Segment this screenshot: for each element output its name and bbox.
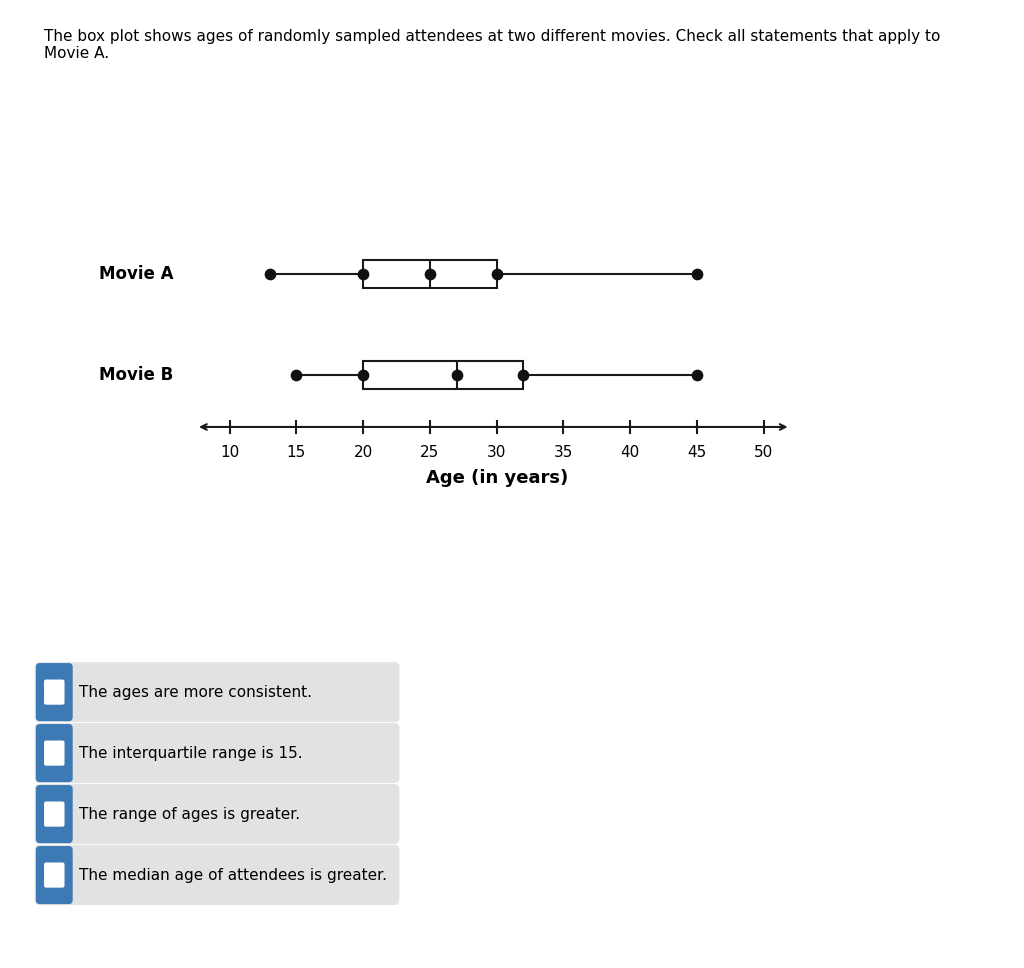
- Text: The median age of attendees is greater.: The median age of attendees is greater.: [79, 867, 387, 883]
- Point: [488, 266, 505, 282]
- Text: Movie B: Movie B: [99, 366, 173, 383]
- Text: Movie A: Movie A: [99, 265, 173, 283]
- Point: [422, 266, 438, 282]
- Bar: [364, 360, 523, 389]
- Point: [689, 367, 706, 382]
- Text: 25: 25: [420, 445, 439, 460]
- Text: 15: 15: [287, 445, 306, 460]
- Text: 40: 40: [621, 445, 640, 460]
- Bar: [364, 259, 497, 288]
- Point: [261, 266, 278, 282]
- Text: 50: 50: [754, 445, 773, 460]
- Text: The box plot shows ages of randomly sampled attendees at two different movies. C: The box plot shows ages of randomly samp…: [44, 29, 940, 61]
- Point: [515, 367, 531, 382]
- Text: The range of ages is greater.: The range of ages is greater.: [79, 806, 300, 822]
- Text: 45: 45: [687, 445, 707, 460]
- Text: The ages are more consistent.: The ages are more consistent.: [79, 684, 312, 700]
- Text: 10: 10: [220, 445, 240, 460]
- Text: Age (in years): Age (in years): [426, 469, 567, 487]
- Point: [355, 266, 372, 282]
- Text: 30: 30: [487, 445, 506, 460]
- Point: [689, 266, 706, 282]
- Point: [288, 367, 304, 382]
- Text: 20: 20: [353, 445, 373, 460]
- Text: The interquartile range is 15.: The interquartile range is 15.: [79, 745, 302, 761]
- Point: [449, 367, 465, 382]
- Point: [355, 367, 372, 382]
- Text: 35: 35: [554, 445, 573, 460]
